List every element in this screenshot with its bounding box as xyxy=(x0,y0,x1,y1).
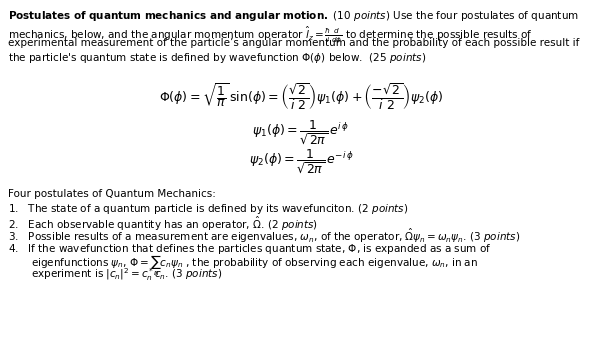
Text: experiment is $|c_n|^2 = c_n^*c_n$. $\mathit{(3\ points)}$: experiment is $|c_n|^2 = c_n^*c_n$. $\ma… xyxy=(8,266,222,283)
Text: $\psi_1(\phi) = \dfrac{1}{\sqrt{2\pi}}\, e^{i\,\phi}$: $\psi_1(\phi) = \dfrac{1}{\sqrt{2\pi}}\,… xyxy=(252,119,350,147)
Text: $\Phi(\phi) = \sqrt{\dfrac{1}{\pi}}\,\sin(\phi) = \left(\dfrac{\sqrt{2}}{i\ 2}\r: $\Phi(\phi) = \sqrt{\dfrac{1}{\pi}}\,\si… xyxy=(159,81,443,112)
Text: mechanics, below, and the angular momentum operator $\hat{l}_z = \frac{\hbar}{i}: mechanics, below, and the angular moment… xyxy=(8,24,532,44)
Text: $\psi_2(\phi) = \dfrac{1}{\sqrt{2\pi}}\, e^{-i\,\phi}$: $\psi_2(\phi) = \dfrac{1}{\sqrt{2\pi}}\,… xyxy=(249,148,353,176)
Text: 2.   Each observable quantity has an operator, $\hat{\Omega}$. $\mathit{(2\ poin: 2. Each observable quantity has an opera… xyxy=(8,214,318,233)
Text: Four postulates of Quantum Mechanics:: Four postulates of Quantum Mechanics: xyxy=(8,189,216,200)
Text: 4.   If the wavefunction that defines the particles quantum state, $\Phi$, is ex: 4. If the wavefunction that defines the … xyxy=(8,242,491,256)
Text: 1.   The state of a quantum particle is defined by its wavefunciton. $\mathit{(2: 1. The state of a quantum particle is de… xyxy=(8,202,408,216)
Text: eigenfunctions $\psi_n$, $\Phi = \sum_n c_n\psi_n$ , the probability of observin: eigenfunctions $\psi_n$, $\Phi = \sum_n … xyxy=(8,254,478,278)
Text: experimental measurement of the particle’s angular momentum and the probability : experimental measurement of the particle… xyxy=(8,38,579,48)
Text: 3.   Possible results of a measurement are eigenvalues, $\omega_n$, of the opera: 3. Possible results of a measurement are… xyxy=(8,226,520,245)
Text: the particle's quantum state is defined by wavefunction $\Phi(\phi)$ below.  $\m: the particle's quantum state is defined … xyxy=(8,51,426,65)
Text: $\mathbf{Postulates\ of\ quantum\ mechanics\ and\ angular\ motion.}$$\ \mathit{(: $\mathbf{Postulates\ of\ quantum\ mechan… xyxy=(8,9,579,24)
